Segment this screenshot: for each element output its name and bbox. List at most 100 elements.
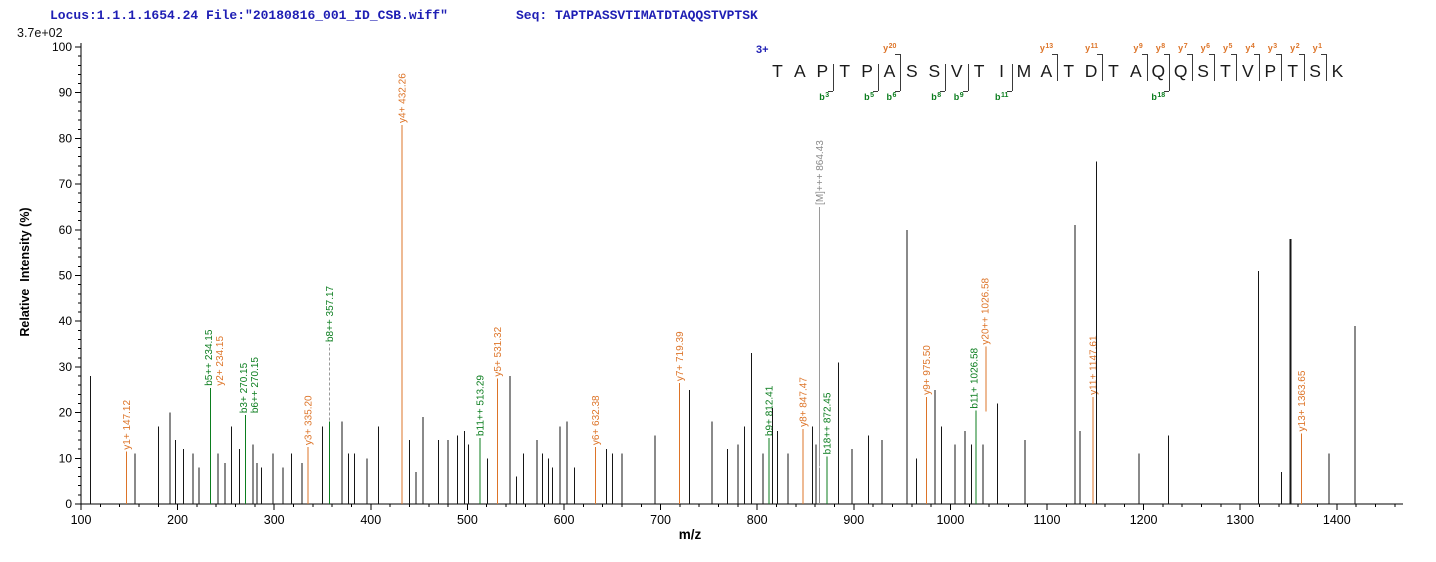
peak-label: y11+ 1147.61: [1088, 335, 1099, 395]
y-tick-label: 100: [52, 40, 72, 54]
fragment-divider-line: [1012, 64, 1014, 91]
y-tick-label: 20: [59, 406, 73, 420]
fragment-divider-line: [1303, 54, 1305, 81]
x-tick-label: 500: [457, 513, 478, 527]
fragment-divider-line: [1057, 54, 1059, 81]
y-ion-label: y5: [1222, 43, 1233, 53]
y-ion-label: y1: [1312, 43, 1322, 53]
peak-label: [M]+++ 864.43: [815, 140, 826, 205]
b-ion-label: b5: [864, 92, 874, 102]
y-ion-label: y20: [883, 43, 897, 53]
seq-residue: T: [839, 61, 851, 81]
x-tick-label: 700: [650, 513, 671, 527]
fragment-divider-line: [1191, 54, 1193, 81]
x-tick-label: 600: [554, 513, 575, 527]
seq-residue: P: [861, 61, 873, 81]
y-tick-label: 0: [65, 497, 72, 511]
seq-residue: P: [1264, 61, 1277, 81]
b-ion-label: b3: [819, 92, 830, 102]
seq-residue: V: [950, 61, 963, 81]
peak-label: y1+ 147.12: [122, 400, 133, 450]
peak-label: y3+ 335.20: [304, 395, 315, 445]
seq-residue: Q: [1173, 61, 1188, 81]
seq-residue: T: [973, 61, 985, 81]
seq-residue: T: [1108, 61, 1119, 81]
fragment-divider-line: [895, 91, 901, 92]
fragment-divider-line: [1097, 54, 1102, 55]
peak-label: b11++ 513.29: [476, 375, 487, 436]
x-tick-label: 200: [167, 513, 188, 527]
y-ion-label: y6: [1200, 43, 1210, 53]
seq-residue: T: [1063, 61, 1075, 81]
seq-residue: S: [928, 61, 941, 81]
y-tick-label: 70: [59, 177, 73, 191]
seq-residue: D: [1084, 61, 1098, 81]
y-ion-label: y8: [1155, 43, 1166, 53]
fragment-divider-line: [1236, 54, 1238, 81]
fragment-divider-line: [1281, 54, 1283, 81]
fragment-divider-line: [1164, 54, 1170, 55]
seq-residue: A: [794, 61, 806, 81]
seq-residue: Q: [1151, 61, 1166, 81]
peak-label: y4+ 432.26: [397, 73, 408, 123]
seq-residue: S: [906, 61, 918, 81]
seq-residue: A: [883, 61, 896, 81]
fragment-divider-line: [1169, 64, 1171, 91]
y-ion-label: y4: [1245, 43, 1255, 53]
peak-label: b6++ 270.15: [250, 357, 261, 414]
peak-label: b9+ 812.41: [765, 385, 776, 436]
fragment-divider-line: [1146, 54, 1148, 81]
peak-label: b11+ 1026.58: [970, 347, 981, 408]
fragment-divider-line: [1326, 54, 1327, 81]
fragment-divider-line: [1052, 54, 1058, 55]
base-peak-intensity-label: 3.7e+02: [17, 26, 63, 40]
peak-label: y9+ 975.50: [922, 345, 933, 395]
fragment-divider-line: [1321, 54, 1326, 55]
peak-label: y13+ 1363.65: [1297, 370, 1308, 431]
x-tick-label: 1300: [1226, 513, 1254, 527]
peak-label: b18++ 872.45: [823, 392, 834, 454]
sequence-header: Seq: TAPTPASSVTIMATDTAQQSTVPTSK: [516, 8, 758, 23]
b-ion-label: b8: [931, 92, 942, 102]
y-tick-label: 80: [59, 131, 73, 145]
seq-residue: T: [1287, 61, 1299, 81]
fragment-divider-line: [1007, 91, 1013, 92]
fragment-divider-line: [1231, 54, 1237, 55]
seq-residue: I: [999, 61, 1004, 81]
seq-residue: M: [1016, 61, 1032, 81]
fragment-divider-line: [1276, 54, 1282, 55]
fragment-divider-line: [1298, 54, 1304, 55]
fragment-divider-line: [1209, 54, 1214, 55]
x-tick-label: 800: [747, 513, 768, 527]
peak-label: y20++ 1026.58: [981, 277, 992, 344]
x-tick-label: 1000: [936, 513, 964, 527]
y-ion-label: y13: [1039, 43, 1054, 53]
peak-label: b8++ 357.17: [325, 285, 336, 342]
b-ion-label: b6: [886, 92, 897, 102]
peak-label: y6+ 632.38: [591, 395, 602, 445]
fragment-divider-line: [873, 91, 878, 92]
fragment-divider-line: [900, 64, 902, 91]
fragment-divider-line: [967, 64, 969, 91]
y-tick-label: 10: [59, 451, 73, 465]
fragment-divider-line: [1258, 54, 1260, 81]
locus-file-header: Locus:1.1.1.1654.24 File:"20180816_001_I…: [50, 8, 448, 23]
precursor-charge-label: 3+: [756, 44, 769, 56]
peak-label: y5+ 531.32: [493, 326, 504, 376]
x-tick-label: 300: [264, 513, 285, 527]
fragment-divider-line: [1214, 54, 1215, 81]
y-ion-label: y7: [1178, 43, 1188, 53]
b-ion-label: b9: [953, 92, 964, 102]
y-ion-label: y11: [1085, 43, 1098, 53]
x-tick-label: 400: [360, 513, 381, 527]
b-ion-label: b18: [1151, 92, 1166, 102]
fragment-divider-line: [1102, 54, 1103, 81]
fragment-divider-line: [962, 91, 968, 92]
peak-label: y2+ 234.15: [215, 336, 226, 386]
fragment-divider-line: [1186, 54, 1192, 55]
x-tick-label: 1400: [1323, 513, 1351, 527]
fragment-divider-line: [895, 54, 901, 55]
seq-residue: P: [816, 61, 829, 81]
